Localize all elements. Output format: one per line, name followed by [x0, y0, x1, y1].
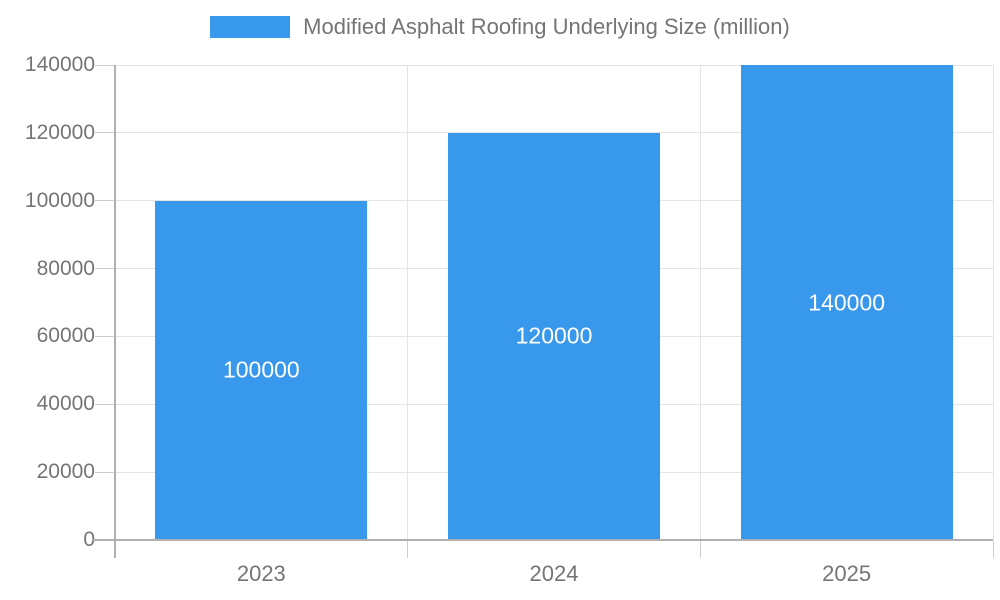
x-gridline [699, 65, 701, 540]
y-axis-tick-label: 40000 [36, 392, 95, 416]
x-axis-tick-label: 2025 [822, 561, 872, 586]
bar-2023[interactable] [155, 200, 368, 539]
y-axis-tick [95, 268, 115, 270]
y-axis-tick [95, 471, 115, 473]
bar-value-label: 140000 [808, 289, 886, 315]
bar-2024[interactable] [448, 132, 660, 539]
y-axis-tick-label: 20000 [36, 460, 95, 484]
y-axis-tick [95, 64, 115, 66]
bar-value-label: 120000 [515, 322, 593, 349]
y-axis-tick [95, 132, 115, 134]
x-axis-tick-label: 2023 [236, 561, 286, 586]
y-axis-tick-label: 60000 [36, 324, 95, 348]
x-axis-tick [407, 541, 409, 558]
bar-2025[interactable] [740, 65, 953, 539]
y-axis-tick [95, 403, 115, 405]
y-gridline [115, 64, 993, 66]
y-axis-tick [95, 335, 115, 337]
x-axis-tick-label: 2024 [529, 561, 579, 586]
y-axis-tick-label: 100000 [24, 188, 95, 212]
y-axis-tick-label: 140000 [24, 53, 95, 76]
legend-label: Modified Asphalt Roofing Underlying Size… [303, 14, 790, 39]
y-axis-tick [95, 200, 115, 202]
x-axis-line [93, 539, 993, 541]
bar-value-label: 100000 [222, 356, 300, 383]
y-axis-tick-label: 0 [83, 528, 95, 551]
x-axis-tick [992, 541, 994, 558]
y-axis-line [114, 65, 116, 558]
x-gridline [407, 65, 409, 540]
legend-swatch-icon [210, 16, 291, 38]
chart-legend[interactable]: Modified Asphalt Roofing Underlying Size… [0, 14, 1000, 40]
y-axis-tick-label: 120000 [24, 120, 95, 144]
x-axis-tick [699, 541, 701, 558]
y-axis-tick-label: 80000 [36, 256, 95, 280]
x-gridline [992, 65, 994, 540]
